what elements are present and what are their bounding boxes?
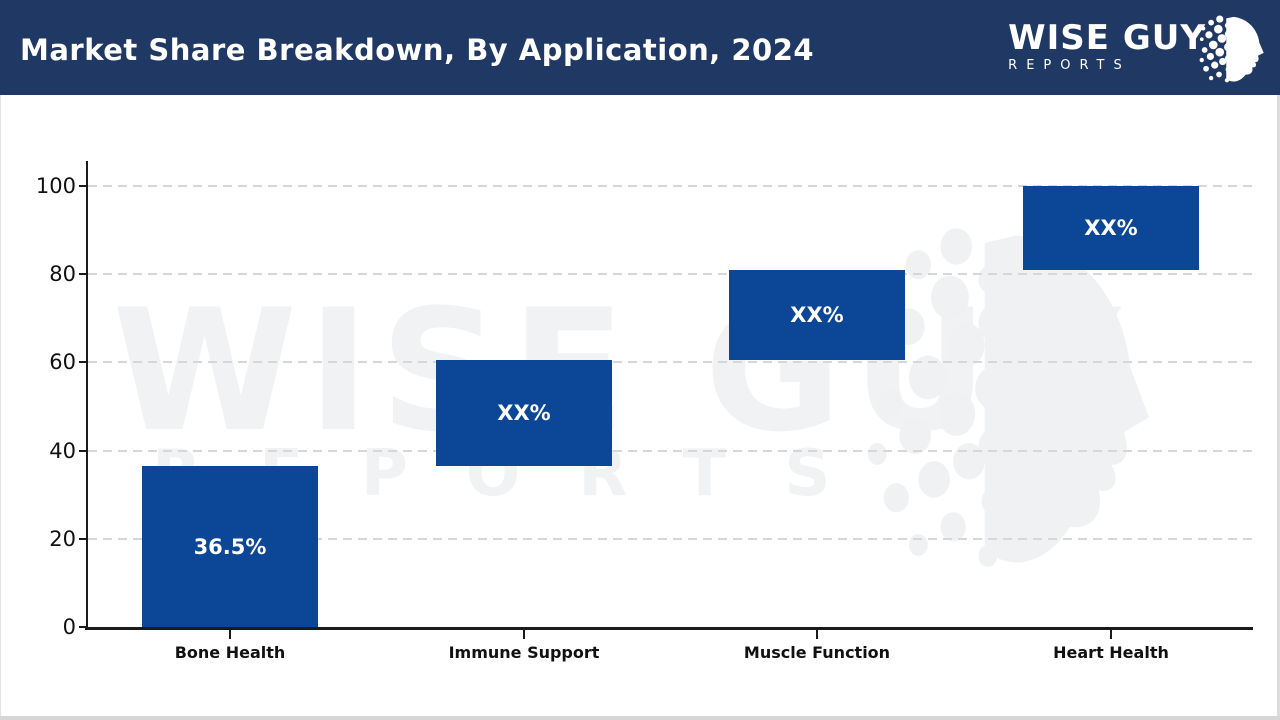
frame-right-border bbox=[1277, 95, 1280, 720]
x-tick-mark bbox=[816, 630, 818, 639]
wise-guy-head-icon bbox=[1199, 15, 1264, 83]
logo-wordmark: WISE GUY bbox=[1008, 18, 1206, 58]
y-tick-label: 80 bbox=[49, 262, 76, 287]
gridline bbox=[88, 537, 1253, 540]
chart-area: WISE GUY REPORTS 0 20 40 60 80 100 36.5% XX% XX%… bbox=[0, 95, 1280, 720]
y-tick-label: 100 bbox=[35, 174, 76, 198]
frame-left-border bbox=[0, 95, 1, 720]
logo-subtitle: REPORTS bbox=[1008, 58, 1131, 73]
logo-text: WISE GUY REPORTS bbox=[1008, 20, 1206, 74]
y-tick-mark bbox=[79, 185, 88, 187]
x-category-label: Muscle Function bbox=[743, 643, 891, 662]
gridline bbox=[88, 449, 1253, 452]
y-axis-line bbox=[86, 161, 88, 630]
y-tick-mark bbox=[79, 273, 88, 276]
wise-guy-logo: WISE GUY REPORTS bbox=[1008, 6, 1268, 90]
x-tick-mark bbox=[1110, 630, 1112, 639]
bar-value-label: XX% bbox=[497, 401, 551, 426]
y-tick-label: 0 bbox=[62, 615, 76, 639]
x-tick-mark bbox=[523, 630, 525, 639]
bar-segment: XX% bbox=[436, 360, 612, 467]
x-axis-line bbox=[85, 627, 1253, 630]
bar-value-label: XX% bbox=[790, 302, 844, 327]
frame-bottom-border bbox=[0, 716, 1280, 720]
x-tick-mark bbox=[229, 630, 231, 639]
y-tick-label: 20 bbox=[49, 526, 76, 551]
bar-value-label: 36.5% bbox=[193, 534, 267, 559]
page-title: Market Share Breakdown, By Application, … bbox=[20, 33, 815, 67]
y-tick-label: 40 bbox=[49, 438, 76, 463]
bar-segment: XX% bbox=[1023, 186, 1199, 270]
y-tick-mark bbox=[79, 537, 88, 540]
y-tick-mark bbox=[79, 626, 88, 628]
x-category-label: Immune Support bbox=[448, 643, 600, 662]
y-tick-mark bbox=[79, 449, 88, 452]
y-tick-mark bbox=[79, 361, 88, 364]
x-category-label: Heart Health bbox=[1053, 643, 1169, 662]
bar-value-label: XX% bbox=[1084, 215, 1138, 240]
gridline bbox=[88, 273, 1253, 276]
bar-segment: XX% bbox=[729, 269, 905, 361]
gridline bbox=[88, 361, 1253, 364]
gridline bbox=[88, 185, 1253, 187]
watermark-head-icon bbox=[867, 228, 1150, 567]
header-bar: Market Share Breakdown, By Application, … bbox=[0, 0, 1280, 95]
bar-segment: 36.5% bbox=[142, 466, 318, 627]
x-category-label: Bone Health bbox=[174, 643, 286, 662]
y-tick-label: 60 bbox=[49, 350, 76, 375]
